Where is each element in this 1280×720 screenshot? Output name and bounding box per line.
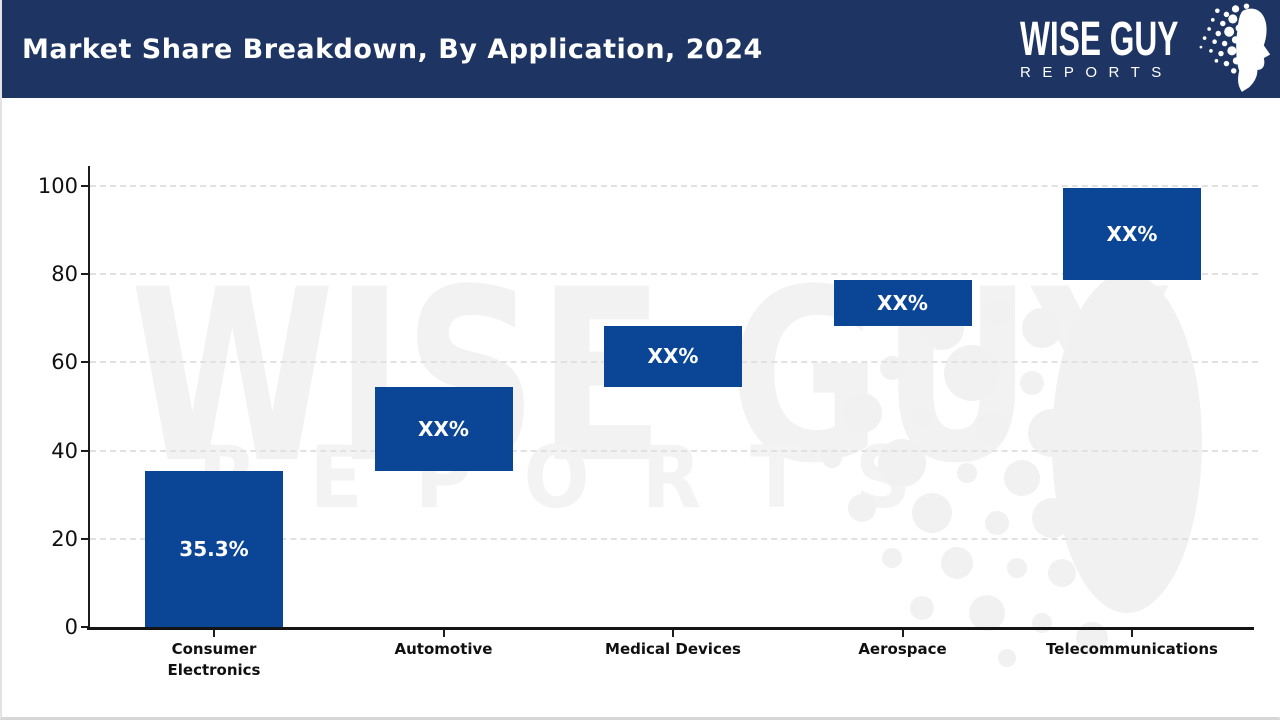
gridline-80 — [90, 273, 1258, 276]
x-category-label-automotive: Automotive — [394, 640, 493, 658]
y-tick-label: 100 — [37, 174, 78, 198]
logo-text: WISE GUY REPORTS — [1020, 12, 1196, 81]
page-title: Market Share Breakdown, By Application, … — [22, 33, 763, 65]
gridline-100 — [90, 185, 1258, 187]
plot-area: 0 20 40 60 80 100 35.3% Consumer Electronics XX% A… — [2, 98, 1280, 717]
bar-value-label: XX% — [647, 344, 699, 369]
bar-medical-devices: XX% — [604, 326, 742, 387]
bar-value-label: XX% — [1106, 222, 1158, 247]
y-tick-label: 60 — [51, 350, 78, 375]
bar-automotive: XX% — [374, 386, 513, 472]
bar-value-label: 35.3% — [179, 537, 249, 562]
bar-value-label: XX% — [418, 416, 469, 441]
logo-subtitle: REPORTS — [1020, 63, 1173, 81]
x-tick-mark — [672, 630, 674, 637]
logo-head-icon — [1199, 3, 1271, 92]
x-category-label-medical-devices: Medical Devices — [605, 640, 741, 658]
chart-canvas: WISE GUY REPORTS 0 20 40 60 80 100 35.3% Consum… — [2, 98, 1280, 717]
y-tick-label: 40 — [51, 438, 78, 463]
logo-wordmark: WISE GUY — [1020, 12, 1179, 66]
bar-aerospace: XX% — [833, 280, 972, 327]
y-tick-label: 80 — [51, 262, 78, 287]
y-tick-mark — [81, 361, 90, 364]
y-tick-mark — [81, 449, 90, 452]
y-tick-label: 20 — [51, 526, 78, 551]
bar-value-label: XX% — [877, 291, 928, 316]
wiseguy-logo: WISE GUY REPORTS — [1020, 3, 1280, 95]
header-band: Market Share Breakdown, By Application, … — [2, 0, 1280, 98]
x-axis-line — [87, 627, 1254, 630]
x-category-label-consumer-electronics: Consumer Electronics — [167, 640, 261, 679]
y-tick-mark — [81, 273, 90, 276]
x-tick-mark — [1131, 630, 1133, 637]
x-category-label-telecommunications: Telecommunications — [1046, 640, 1218, 658]
x-tick-mark — [213, 630, 215, 637]
gridline-20 — [90, 537, 1258, 540]
bar-telecommunications: XX% — [1063, 188, 1201, 281]
y-tick-mark — [81, 626, 90, 628]
y-tick-label: 0 — [64, 615, 78, 639]
x-category-label-aerospace: Aerospace — [858, 640, 947, 658]
bar-consumer-electronics: 35.3% — [145, 471, 283, 627]
y-tick-mark — [81, 537, 90, 540]
gridline-40 — [90, 449, 1258, 452]
x-tick-mark — [901, 630, 904, 637]
x-tick-mark — [442, 630, 445, 637]
y-axis-line — [88, 166, 90, 630]
y-tick-mark — [81, 185, 90, 187]
